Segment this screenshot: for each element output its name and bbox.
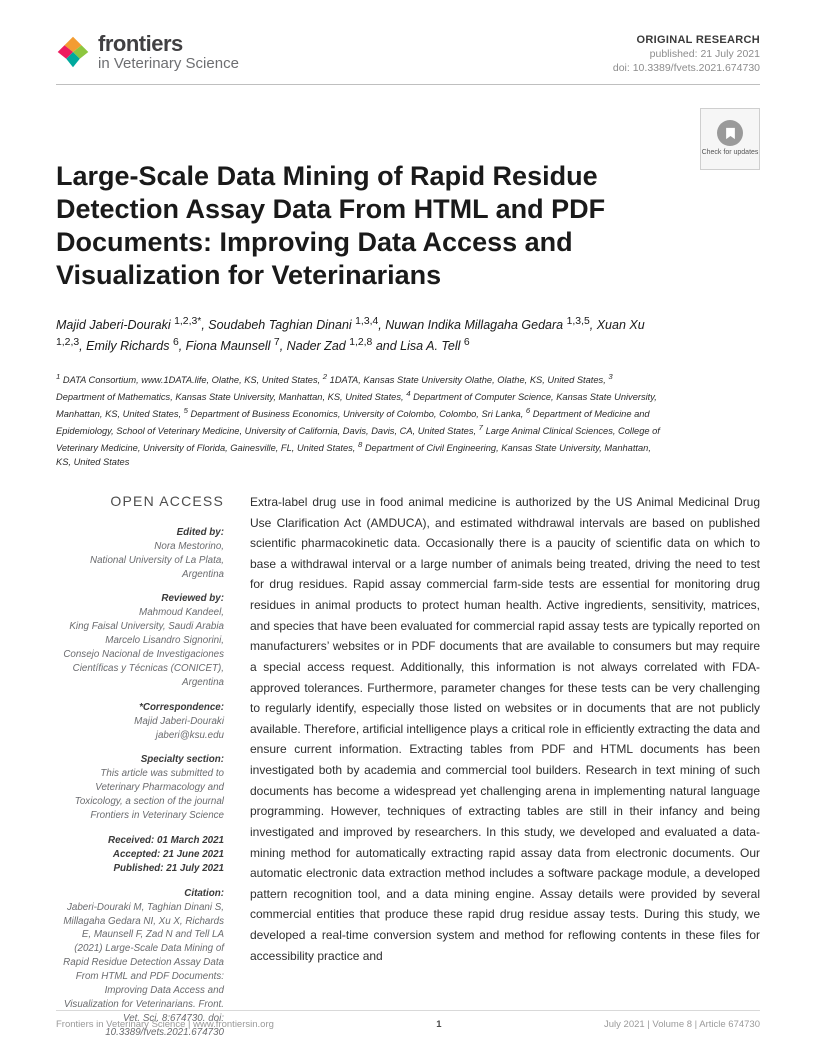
- check-for-updates-badge[interactable]: Check for updates: [700, 108, 760, 170]
- reviewed-by-block: Reviewed by: Mahmoud Kandeel, King Faisa…: [56, 592, 224, 689]
- article-meta: ORIGINAL RESEARCH published: 21 July 202…: [613, 32, 760, 74]
- footer-journal-name: Frontiers in Veterinary Science | www.fr…: [56, 1019, 274, 1030]
- main-content: OPEN ACCESS Edited by: Nora Mestorino, N…: [56, 492, 760, 1051]
- journal-logo: frontiers in Veterinary Science: [56, 32, 239, 72]
- authors-list: Majid Jaberi-Douraki 1,2,3*, Soudabeh Ta…: [56, 314, 670, 357]
- update-flag-icon: [717, 120, 743, 146]
- edited-by-block: Edited by: Nora Mestorino, National Univ…: [56, 526, 224, 582]
- footer-page-number: 1: [436, 1019, 441, 1030]
- correspondence-email[interactable]: jaberi@ksu.edu: [56, 729, 224, 743]
- specialty-section-block: Specialty section: This article was subm…: [56, 753, 224, 823]
- abstract-text: Extra-label drug use in food animal medi…: [250, 492, 760, 1051]
- footer-date-volume: July 2021 | Volume 8 | Article 674730: [604, 1019, 760, 1030]
- page-footer: Frontiers in Veterinary Science | www.fr…: [56, 1010, 760, 1030]
- frontiers-logo-icon: [56, 35, 90, 69]
- page-header: frontiers in Veterinary Science ORIGINAL…: [56, 32, 760, 85]
- title-block: Large-Scale Data Mining of Rapid Residue…: [56, 160, 760, 470]
- affiliations-list: 1 DATA Consortium, www.1DATA.life, Olath…: [56, 371, 670, 470]
- dates-block: Received: 01 March 2021 Accepted: 21 Jun…: [56, 834, 224, 876]
- document-page: frontiers in Veterinary Science ORIGINAL…: [0, 0, 816, 1056]
- journal-name: frontiers in Veterinary Science: [98, 32, 239, 72]
- open-access-label: OPEN ACCESS: [56, 492, 224, 512]
- correspondence-block: *Correspondence: Majid Jaberi-Douraki ja…: [56, 701, 224, 743]
- article-sidebar: OPEN ACCESS Edited by: Nora Mestorino, N…: [56, 492, 224, 1051]
- page-title: Large-Scale Data Mining of Rapid Residue…: [56, 160, 670, 292]
